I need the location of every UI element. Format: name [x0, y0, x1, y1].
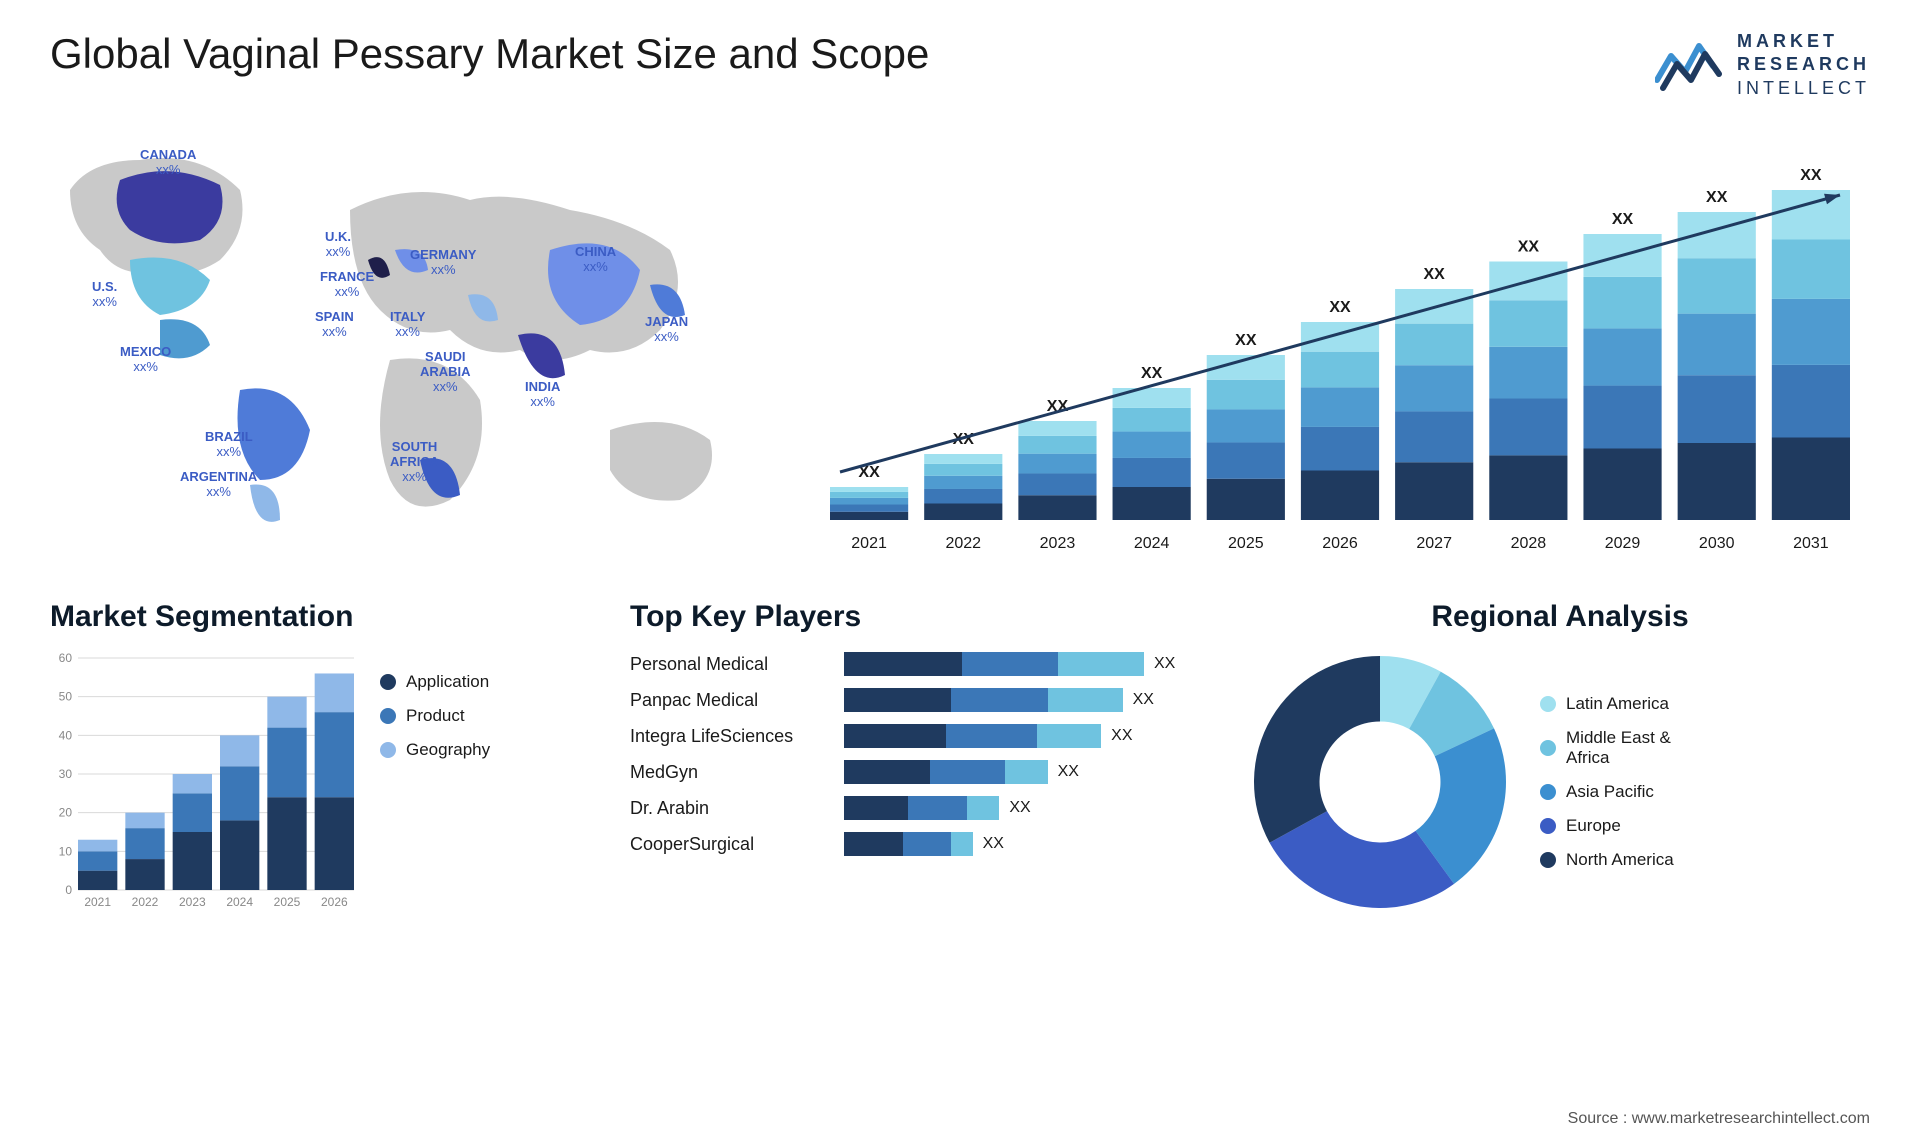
page-title: Global Vaginal Pessary Market Size and S… [50, 30, 929, 78]
svg-text:10: 10 [59, 845, 73, 859]
map-country-label: U.K.xx% [325, 230, 351, 260]
svg-text:XX: XX [1800, 167, 1822, 184]
player-name: Dr. Arabin [630, 798, 830, 819]
svg-text:2022: 2022 [945, 535, 981, 552]
svg-text:XX: XX [1141, 365, 1163, 382]
svg-text:2027: 2027 [1416, 535, 1452, 552]
svg-text:2025: 2025 [1228, 535, 1264, 552]
svg-text:2024: 2024 [1134, 535, 1170, 552]
map-country-label: BRAZILxx% [205, 430, 253, 460]
svg-text:2029: 2029 [1605, 535, 1641, 552]
svg-text:XX: XX [1235, 332, 1257, 349]
svg-text:30: 30 [59, 767, 73, 781]
legend-item: Europe [1540, 816, 1674, 836]
map-country-label: MEXICOxx% [120, 345, 171, 375]
legend-item: Application [380, 672, 490, 692]
legend-item: Latin America [1540, 694, 1674, 714]
map-country-label: GERMANYxx% [410, 248, 476, 278]
svg-text:0: 0 [65, 883, 72, 897]
svg-text:XX: XX [1612, 211, 1634, 228]
player-value: XX [983, 835, 1004, 853]
logo-icon [1655, 38, 1725, 92]
logo-line1: MARKET [1737, 30, 1870, 53]
svg-text:60: 60 [59, 652, 73, 665]
legend-item: Middle East &Africa [1540, 728, 1674, 768]
player-row: Integra LifeSciences XX [630, 724, 1190, 748]
player-name: Personal Medical [630, 654, 830, 675]
svg-text:XX: XX [1329, 299, 1351, 316]
player-name: Panpac Medical [630, 690, 830, 711]
regional-legend: Latin America Middle East &Africa Asia Pac… [1540, 694, 1674, 870]
logo-line2: RESEARCH [1737, 53, 1870, 76]
svg-text:2031: 2031 [1793, 535, 1829, 552]
map-country-label: SOUTHAFRICAxx% [390, 440, 439, 485]
map-country-label: FRANCExx% [320, 270, 374, 300]
player-value: XX [1058, 763, 1079, 781]
svg-text:2030: 2030 [1699, 535, 1735, 552]
svg-text:2024: 2024 [226, 895, 253, 909]
svg-text:2021: 2021 [84, 895, 111, 909]
map-country-label: U.S.xx% [92, 280, 117, 310]
svg-text:XX: XX [1518, 239, 1540, 256]
players-title: Top Key Players [630, 600, 1190, 634]
players-panel: Top Key Players Personal MedicalXXPanpac… [630, 600, 1190, 912]
map-country-label: ITALYxx% [390, 310, 425, 340]
player-bar [844, 724, 1101, 748]
player-bar [844, 652, 1144, 676]
legend-item: Product [380, 706, 490, 726]
map-country-label: SAUDIARABIAxx% [420, 350, 471, 395]
svg-text:2023: 2023 [179, 895, 206, 909]
svg-text:2026: 2026 [1322, 535, 1358, 552]
player-bar [844, 688, 1123, 712]
player-value: XX [1133, 691, 1154, 709]
player-row: CooperSurgical XX [630, 832, 1190, 856]
svg-text:20: 20 [59, 806, 73, 820]
map-country-label: SPAINxx% [315, 310, 354, 340]
svg-text:XX: XX [1424, 266, 1446, 283]
svg-text:50: 50 [59, 690, 73, 704]
legend-item: Asia Pacific [1540, 782, 1674, 802]
player-row: MedGyn XX [630, 760, 1190, 784]
svg-text:2023: 2023 [1040, 535, 1076, 552]
player-value: XX [1111, 727, 1132, 745]
map-country-label: JAPANxx% [645, 315, 688, 345]
segmentation-title: Market Segmentation [50, 600, 570, 634]
legend-item: North America [1540, 850, 1674, 870]
legend-item: Geography [380, 740, 490, 760]
growth-chart-panel: XX 2021 XX 2022 XX 2023 XX 2024 XX 2025 XX 2026 XX 20… [810, 130, 1870, 560]
player-name: CooperSurgical [630, 834, 830, 855]
svg-text:40: 40 [59, 729, 73, 743]
player-bar [844, 760, 1048, 784]
map-country-label: CHINAxx% [575, 245, 616, 275]
player-row: Personal Medical XX [630, 652, 1190, 676]
player-row: Dr. Arabin XX [630, 796, 1190, 820]
source-attribution: Source : www.marketresearchintellect.com [1568, 1110, 1870, 1128]
regional-donut-chart [1250, 652, 1510, 912]
map-country-label: CANADAxx% [140, 148, 196, 178]
svg-text:2021: 2021 [851, 535, 887, 552]
map-country-label: ARGENTINAxx% [180, 470, 257, 500]
brand-logo: MARKET RESEARCH INTELLECT [1655, 30, 1870, 100]
svg-text:2028: 2028 [1511, 535, 1547, 552]
logo-line3: INTELLECT [1737, 77, 1870, 100]
player-bar [844, 832, 973, 856]
player-value: XX [1154, 655, 1175, 673]
map-country-label: INDIAxx% [525, 380, 560, 410]
player-name: MedGyn [630, 762, 830, 783]
player-value: XX [1009, 799, 1030, 817]
segmentation-bar-chart: 0 10 20 30 40 50 60 2021 2022 2023 2024 2025 2026 [50, 652, 360, 912]
segmentation-legend: Application Product Geography [380, 652, 490, 912]
player-bar [844, 796, 999, 820]
segmentation-panel: Market Segmentation 0 10 20 30 40 50 60 2021 202… [50, 600, 570, 912]
growth-bar-chart: XX 2021 XX 2022 XX 2023 XX 2024 XX 2025 XX 2026 XX 20… [810, 130, 1870, 560]
svg-text:2022: 2022 [132, 895, 159, 909]
svg-text:XX: XX [1706, 189, 1728, 206]
world-map-panel: CANADAxx% U.S.xx% MEXICOxx% BRAZILxx% ARGENT… [50, 130, 770, 560]
regional-panel: Regional Analysis Latin America Middle Ea… [1250, 600, 1870, 912]
player-name: Integra LifeSciences [630, 726, 830, 747]
svg-text:2025: 2025 [274, 895, 301, 909]
svg-text:2026: 2026 [321, 895, 348, 909]
regional-title: Regional Analysis [1250, 600, 1870, 634]
player-row: Panpac Medical XX [630, 688, 1190, 712]
